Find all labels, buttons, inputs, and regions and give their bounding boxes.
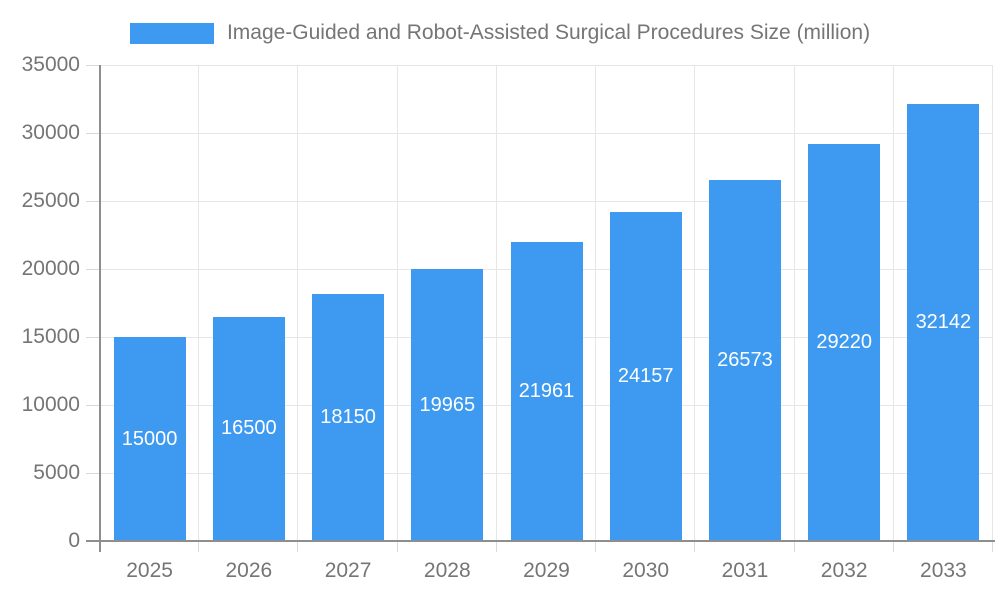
y-axis-tick-mark [86,200,100,202]
x-axis-tick-label: 2032 [820,559,868,582]
bar-value-label: 29220 [816,330,872,353]
gridline-vertical [396,65,398,541]
x-axis-tick-label: 2030 [622,559,670,582]
bar-value-label: 21961 [518,380,575,403]
gridline-horizontal [100,132,993,134]
legend-swatch [129,22,214,44]
x-axis-tick-mark [694,541,696,552]
gridline-vertical [495,65,497,541]
y-axis-tick-mark [86,336,100,338]
bar-value-label: 19965 [419,393,476,416]
y-axis-tick-label: 30000 [21,121,80,144]
y-axis-tick-mark [86,268,100,270]
bar-2028: 19965 [411,269,484,541]
x-axis-tick-mark [396,541,398,552]
y-axis-tick-label: 25000 [21,189,80,212]
x-axis-tick-mark [198,541,200,552]
x-axis-tick-label: 2025 [126,559,173,582]
bar-2031: 26573 [708,179,781,541]
x-axis-tick-label: 2026 [225,559,273,582]
gridline-horizontal [100,64,993,66]
x-axis-tick-mark [495,541,497,552]
bar-value-label: 16500 [221,417,277,440]
x-axis-tick-mark [793,541,795,552]
y-axis-tick-label: 5000 [33,461,80,484]
bar-value-label: 18150 [320,406,376,429]
bar-2032: 29220 [808,143,881,541]
x-axis-tick-mark [297,541,299,552]
gridline-vertical [595,65,597,541]
gridline-vertical [892,65,894,541]
x-axis-tick-label: 2029 [523,559,570,582]
gridline-vertical [694,65,696,541]
y-axis-tick-mark [86,132,100,134]
x-axis-tick-label: 2031 [721,559,769,582]
gridline-vertical [297,65,299,541]
bar-2030: 24157 [609,212,682,541]
gridline-vertical [992,65,993,541]
y-axis-tick-label: 10000 [21,393,80,416]
y-axis-tick-mark [86,472,100,474]
y-axis-tick-label: 35000 [21,53,80,76]
x-axis-tick-mark [595,541,597,552]
x-axis-tick-label: 2027 [324,559,372,582]
plot-area: 15000 16500 18150 19965 21961 24157 26573 29220… [100,64,993,541]
x-axis-tick-mark [992,541,993,552]
y-axis-tick-label: 0 [68,529,80,552]
y-axis-tick-mark [86,404,100,406]
legend-item[interactable]: Image-Guided and Robot-Assisted Surgical… [0,21,1000,45]
bar-value-label: 24157 [617,365,674,388]
y-axis-tick-label: 15000 [21,325,80,348]
x-axis-tick-mark [892,541,894,552]
bar-2025: 15000 [113,337,186,541]
x-axis-tick-label: 2028 [423,559,471,582]
y-axis-line [99,65,101,552]
y-axis-tick-label: 20000 [21,257,80,280]
bar-2027: 18150 [312,294,385,541]
bar-2026: 16500 [212,316,285,541]
x-axis-tick-label: 2033 [920,559,967,582]
bar-value-label: 32142 [915,310,972,333]
x-axis-line [86,540,995,542]
bar-value-label: 15000 [121,427,178,450]
gridline-vertical [793,65,795,541]
bar-2033: 32142 [907,103,980,541]
legend-label: Image-Guided and Robot-Assisted Surgical… [226,21,871,44]
gridline-vertical [198,65,200,541]
bar-2029: 21961 [510,242,583,541]
bar-value-label: 26573 [717,348,773,371]
y-axis-tick-mark [86,64,100,66]
gridline-horizontal [100,200,993,202]
